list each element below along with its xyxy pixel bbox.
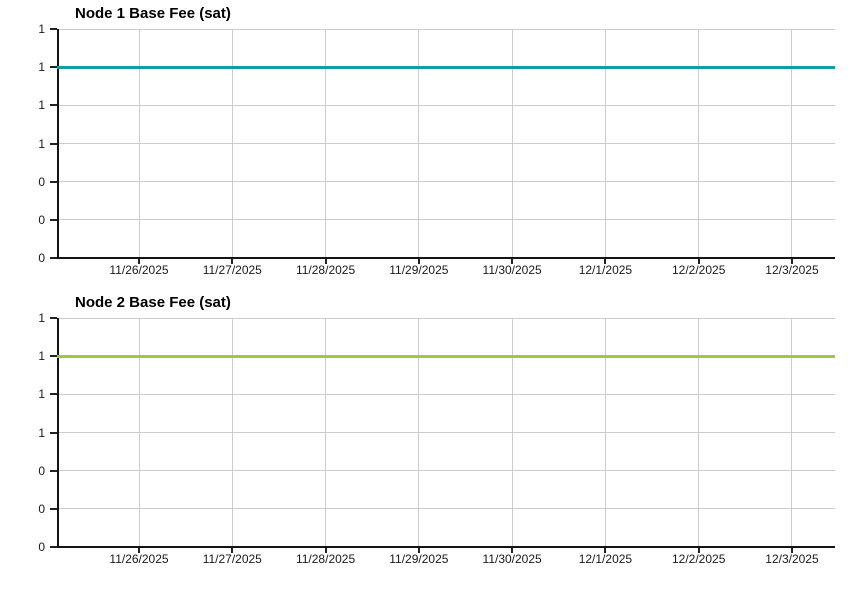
x-tick-label: 11/27/2025	[202, 263, 262, 277]
y-tick-label: 0	[38, 212, 45, 227]
y-axis-tick	[50, 218, 57, 221]
x-tick-label: 11/26/2025	[109, 263, 169, 277]
x-axis-tick	[324, 258, 327, 264]
x-tick-label: 12/1/2025	[578, 263, 633, 277]
v-gridline	[511, 318, 513, 547]
y-tick-label: 1	[38, 98, 45, 113]
x-tick-label: 12/2/2025	[671, 263, 726, 277]
x-tick-label: 12/1/2025	[578, 552, 633, 566]
x-axis-tick	[511, 258, 514, 264]
x-axis-tick	[138, 258, 140, 264]
h-gridline	[57, 143, 835, 144]
v-gridline	[231, 318, 233, 547]
v-gridline	[138, 318, 140, 547]
y-tick-label: 1	[38, 136, 45, 151]
h-gridline	[57, 393, 835, 395]
h-gridline	[57, 28, 835, 30]
x-tick-label: 11/29/2025	[389, 263, 449, 277]
h-gridline	[57, 508, 835, 510]
y-axis-tick	[50, 469, 57, 472]
x-tick-label: 11/27/2025	[202, 552, 262, 566]
y-axis-tick	[50, 104, 57, 107]
v-gridline	[231, 29, 233, 258]
h-gridline	[57, 470, 835, 472]
y-axis-tick	[50, 180, 57, 183]
x-tick-label: 11/28/2025	[295, 552, 356, 566]
h-gridline	[57, 317, 835, 319]
y-axis-tick	[50, 257, 57, 259]
x-axis-tick	[324, 547, 327, 553]
v-gridline	[604, 29, 606, 258]
h-gridline	[57, 104, 835, 106]
y-axis-tick	[50, 431, 57, 434]
y-axis-tick	[50, 507, 57, 510]
y-tick-label: 0	[38, 501, 45, 516]
v-gridline	[791, 318, 793, 547]
h-gridline	[57, 181, 835, 183]
x-axis-tick	[790, 258, 793, 264]
v-gridline	[511, 29, 513, 258]
v-gridline	[604, 318, 606, 547]
y-tick-label: 1	[38, 60, 45, 75]
series-line-node-2-base-fee	[57, 354, 835, 358]
v-gridline	[325, 29, 327, 258]
x-tick-label: 11/30/2025	[482, 552, 542, 566]
y-axis-tick	[50, 142, 57, 145]
y-axis-tick	[50, 28, 57, 30]
x-axis-tick	[138, 547, 140, 553]
x-tick-label: 11/30/2025	[482, 263, 542, 277]
x-axis-tick	[604, 547, 607, 553]
v-gridline	[138, 29, 140, 258]
x-tick-label: 11/29/2025	[389, 552, 449, 566]
x-tick-label: 11/28/2025	[295, 263, 356, 277]
x-axis-line	[57, 257, 835, 259]
chart-title: Node 1 Base Fee (sat)	[75, 5, 231, 22]
y-axis-tick	[50, 393, 57, 396]
x-axis-line	[57, 546, 835, 548]
x-tick-label: 12/3/2025	[765, 552, 819, 566]
x-axis-tick	[604, 258, 607, 264]
x-axis-tick	[697, 547, 700, 553]
y-tick-label: 1	[38, 425, 45, 440]
v-gridline	[325, 318, 327, 547]
y-tick-label: 0	[38, 251, 45, 265]
v-gridline	[791, 29, 793, 258]
y-tick-label: 0	[38, 174, 45, 189]
y-axis-tick	[50, 66, 57, 69]
y-tick-label: 0	[38, 540, 45, 554]
x-axis-tick	[790, 547, 793, 553]
x-axis-tick	[231, 258, 234, 264]
x-axis-tick	[231, 547, 234, 553]
plot-area: 1 1 1 1 0 0 0 11/26/2025 11/27/2025 11/28/2025 11/…	[38, 22, 835, 277]
y-axis-tick	[50, 546, 57, 548]
v-gridline	[698, 29, 700, 258]
v-gridline	[418, 29, 420, 258]
y-tick-label: 1	[38, 349, 45, 364]
series-line-node-1-base-fee	[57, 65, 835, 69]
x-tick-label: 12/3/2025	[765, 263, 819, 277]
h-gridline	[57, 219, 835, 221]
v-gridline	[418, 318, 420, 547]
x-axis-tick	[417, 258, 420, 264]
chart-title: Node 2 Base Fee (sat)	[75, 294, 231, 311]
h-gridline	[57, 432, 835, 433]
x-axis-tick	[511, 547, 514, 553]
x-axis-tick	[417, 547, 420, 553]
x-tick-label: 11/26/2025	[109, 552, 169, 566]
x-axis-tick	[697, 258, 700, 264]
x-tick-label: 12/2/2025	[671, 552, 726, 566]
v-gridline	[698, 318, 700, 547]
y-axis-line	[57, 29, 59, 258]
y-axis-line	[57, 318, 59, 547]
chart-node2-base-fee: Node 2 Base Fee (sat) 1 1 1 1 0 0 0 11/26/2025 1…	[0, 289, 860, 578]
y-tick-label: 1	[38, 311, 45, 325]
y-tick-label: 1	[38, 22, 45, 36]
y-tick-label: 0	[38, 463, 45, 478]
y-axis-tick	[50, 317, 57, 319]
plot-area: 1 1 1 1 0 0 0 11/26/2025 11/27/2025 11/28/2025 11/…	[38, 311, 835, 566]
chart-node1-base-fee: Node 1 Base Fee (sat) 1 1 1 1 0 0 0 11/26/2025 1…	[0, 0, 860, 289]
y-tick-label: 1	[38, 387, 45, 402]
y-axis-tick	[50, 355, 57, 358]
